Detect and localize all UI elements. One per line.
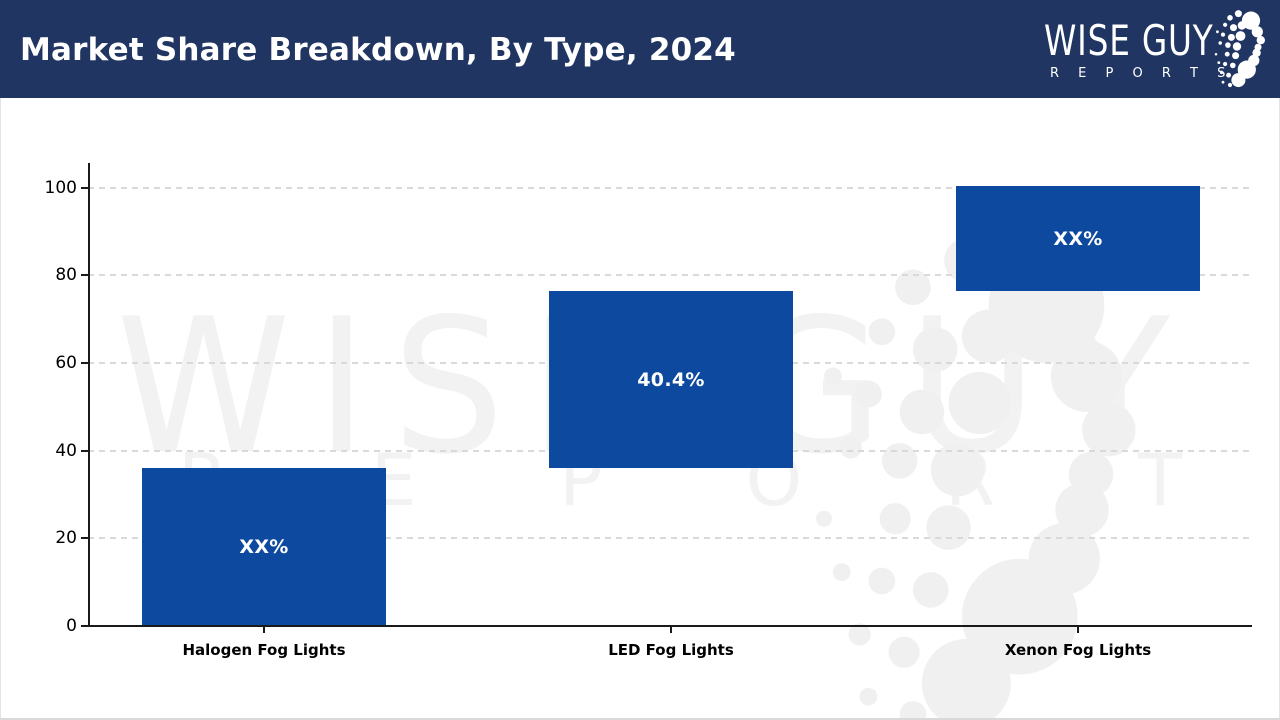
page-title: Market Share Breakdown, By Type, 2024 <box>20 32 736 68</box>
logo-wordmark: WISE GUY <box>1044 16 1214 65</box>
x-tick-mark-3 <box>1077 627 1079 633</box>
y-tick-label-80: 80 <box>55 265 77 286</box>
y-tick-mark-0 <box>81 625 88 627</box>
y-tick-label-60: 60 <box>55 353 77 374</box>
bar-value-label: 40.4% <box>637 368 705 391</box>
bar-segment-1: XX% <box>142 468 386 626</box>
x-category-label-1: Halogen Fog Lights <box>182 641 346 659</box>
x-axis-line <box>88 625 1252 627</box>
y-tick-mark-20 <box>81 537 88 540</box>
x-category-label-2: LED Fog Lights <box>608 641 734 659</box>
y-tick-label-0: 0 <box>66 616 77 636</box>
bar-segment-3: XX% <box>956 185 1200 292</box>
y-tick-label-100: 100 <box>44 177 77 198</box>
y-tick-mark-60 <box>81 362 88 365</box>
y-tick-mark-40 <box>81 449 88 452</box>
logo-subtitle: R E P O R T S <box>1050 66 1233 81</box>
x-category-label-3: Xenon Fog Lights <box>1004 641 1152 659</box>
header-band: Market Share Breakdown, By Type, 2024 WI… <box>0 0 1280 98</box>
gridline-y-20 <box>88 537 1252 540</box>
bottom-border-rule <box>0 718 1280 720</box>
y-tick-mark-100 <box>81 186 88 189</box>
dotted-face-icon <box>1202 8 1272 92</box>
gridline-y-80 <box>88 274 1252 277</box>
x-tick-mark-1 <box>263 627 265 633</box>
y-tick-label-20: 20 <box>55 528 77 549</box>
y-tick-label-40: 40 <box>55 440 77 461</box>
wise-guy-reports-logo: WISE GUY R E P O R T S <box>1030 0 1280 98</box>
bar-value-label: XX% <box>239 536 289 559</box>
y-axis-line <box>88 163 90 627</box>
y-tick-mark-80 <box>81 274 88 277</box>
bar-value-label: XX% <box>1053 227 1103 250</box>
x-tick-mark-2 <box>670 627 672 633</box>
gridline-y-100 <box>88 186 1252 189</box>
bar-segment-2: 40.4% <box>549 291 793 469</box>
